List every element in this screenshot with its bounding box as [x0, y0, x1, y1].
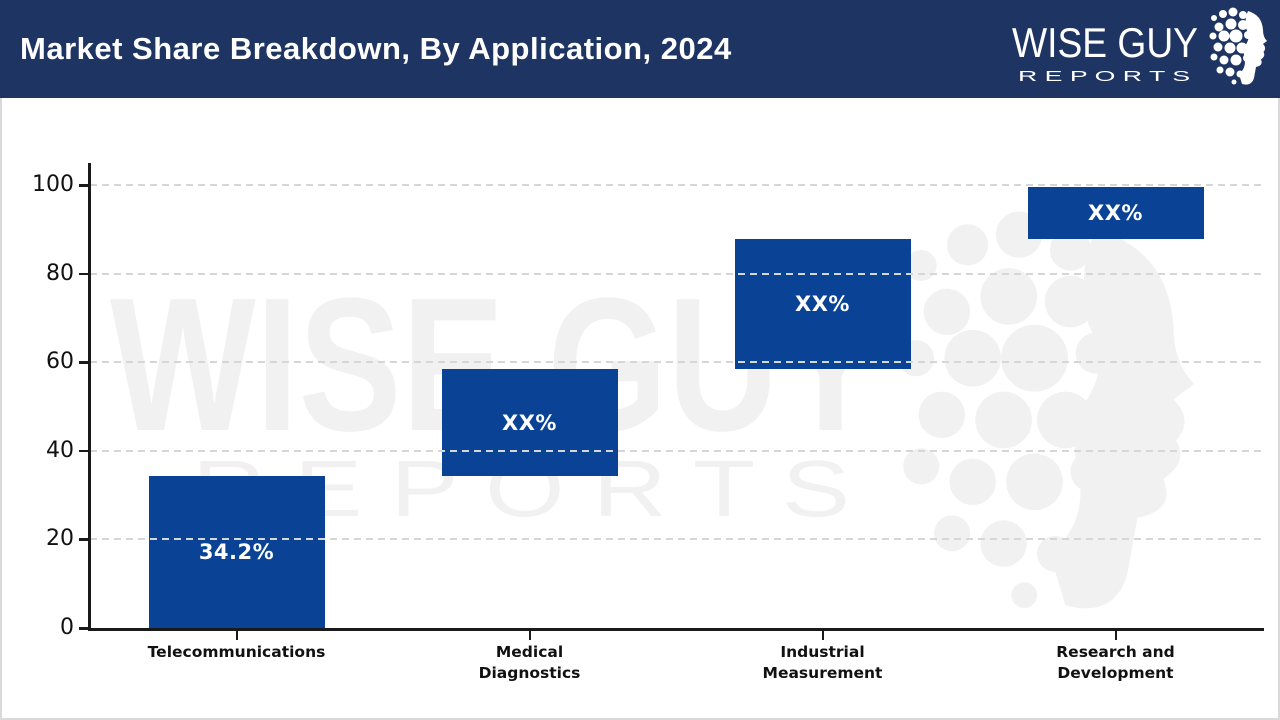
- bar-2: XX%: [441, 368, 618, 477]
- bar-value-label-4: XX%: [1088, 201, 1143, 226]
- gridline-20: [90, 538, 1262, 541]
- x-category-label-3: Industrial Measurement: [762, 643, 883, 682]
- y-tick-label-0: 0: [60, 615, 74, 640]
- x-tick-mark-1: [235, 631, 238, 640]
- y-tick-label-20: 20: [46, 526, 74, 552]
- y-tick-label-100: 100: [32, 172, 74, 197]
- chart-title: Market Share Breakdown, By Application, …: [20, 31, 732, 66]
- y-tick-label-60: 60: [46, 349, 74, 375]
- y-tick-mark-60: [79, 361, 88, 364]
- header-bar: Market Share Breakdown, By Application, …: [0, 0, 1280, 98]
- bar-1: 34.2%: [148, 476, 325, 628]
- bar-value-label-2: XX%: [502, 410, 557, 435]
- y-tick-mark-0: [79, 627, 88, 630]
- wise-guy-reports-logo: WISE GUY R E P O R T S: [1012, 7, 1267, 85]
- x-tick-mark-3: [821, 631, 824, 640]
- bar-value-label-3: XX%: [795, 292, 850, 317]
- logo-wordmark: WISE GUY: [1012, 19, 1198, 66]
- y-tick-mark-100: [79, 184, 88, 187]
- y-axis-line: [88, 163, 91, 630]
- watermark-dotted-head-icon: [898, 211, 1195, 609]
- bar-4: XX%: [1027, 187, 1204, 240]
- bar-value-label-1: 34.2%: [198, 540, 275, 565]
- y-tick-mark-20: [79, 538, 88, 541]
- x-category-label-1: Telecommunications: [147, 643, 326, 661]
- gridline-60: [90, 361, 1262, 364]
- x-axis-line: [88, 628, 1264, 631]
- gridline-80: [90, 272, 1262, 275]
- logo-dotted-head-icon: [1209, 7, 1267, 85]
- gridline-100: [90, 184, 1262, 186]
- gridline-40: [90, 449, 1262, 452]
- y-tick-mark-40: [79, 449, 88, 453]
- y-tick-label-40: 40: [46, 437, 74, 463]
- y-tick-mark-80: [79, 272, 88, 276]
- x-tick-mark-2: [528, 631, 531, 640]
- x-tick-mark-4: [1114, 631, 1117, 640]
- x-category-label-4: Research and Development: [1056, 643, 1175, 682]
- y-tick-label-80: 80: [46, 260, 74, 286]
- bar-3: XX%: [734, 239, 911, 369]
- x-category-label-2: Medical Diagnostics: [478, 643, 581, 682]
- plot-area: WISE GUY R E P O R T S 0 20 40 60 80 100 34.2%…: [0, 98, 1280, 720]
- logo-subtext: R E P O R T S: [1018, 68, 1190, 85]
